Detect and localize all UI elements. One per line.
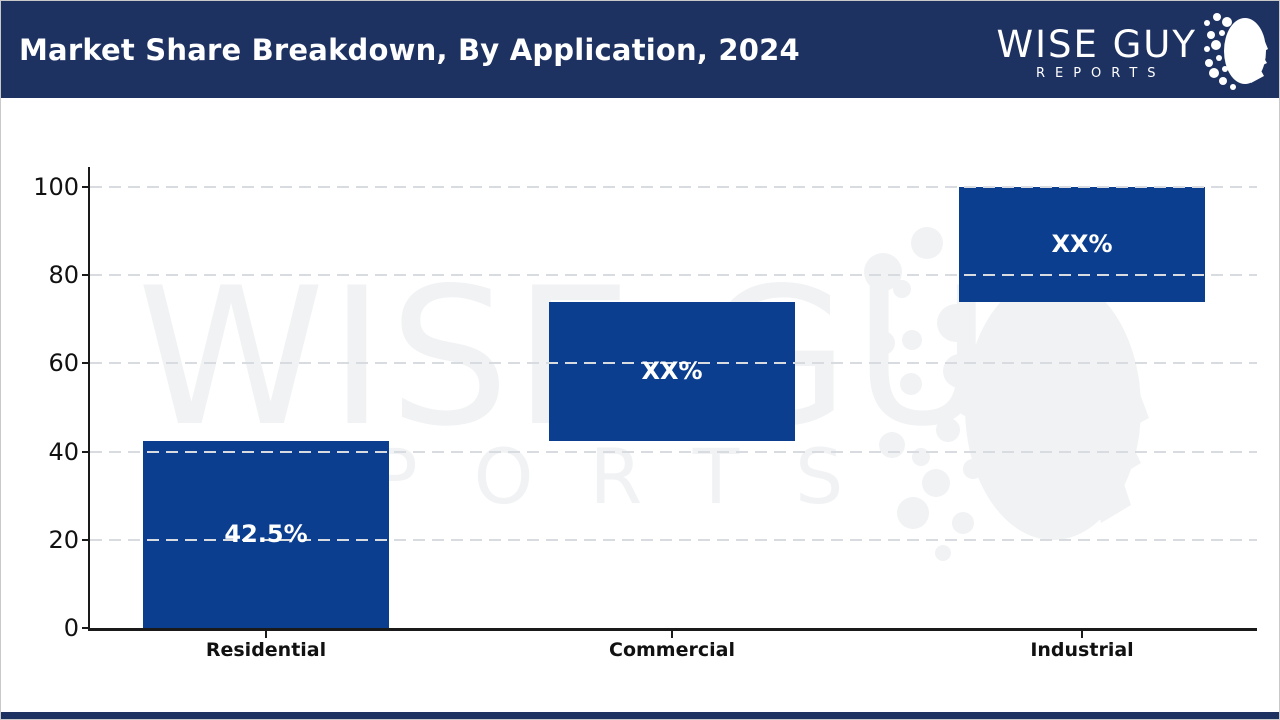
bar-commercial xyxy=(549,301,795,441)
bar-value-label: 42.5% xyxy=(224,520,308,549)
x-axis-label: Industrial xyxy=(1030,639,1134,661)
x-axis-label: Residential xyxy=(205,639,327,661)
bar-residential xyxy=(143,440,389,628)
y-axis-tick xyxy=(82,627,90,629)
brand-head-icon xyxy=(1199,9,1269,97)
gridline xyxy=(90,538,1257,541)
x-axis-tick xyxy=(671,631,673,638)
x-axis-label: Commercial xyxy=(609,639,735,661)
bar-value-label: XX% xyxy=(1051,230,1113,259)
y-axis-tick xyxy=(82,186,90,188)
x-axis-tick xyxy=(265,631,267,638)
bar-industrial xyxy=(959,187,1205,302)
gridline xyxy=(90,274,1257,277)
brand-wordmark: WISE GUY REPORTS xyxy=(996,23,1197,81)
y-axis-tick xyxy=(82,450,90,453)
y-tick-label: 100 xyxy=(33,173,79,201)
y-tick-label: 80 xyxy=(48,261,79,290)
header-bar: Market Share Breakdown, By Application, … xyxy=(1,1,1279,98)
x-axis-tick xyxy=(1081,631,1083,638)
bar-value-label: XX% xyxy=(641,357,703,386)
brand-subname: REPORTS xyxy=(1035,65,1166,81)
footer-bar xyxy=(1,712,1279,719)
x-axis-line xyxy=(88,628,1257,631)
gridline xyxy=(90,450,1257,453)
y-axis-tick xyxy=(82,538,90,541)
y-tick-label: 0 xyxy=(63,614,79,642)
y-axis-line xyxy=(88,167,90,631)
page-title: Market Share Breakdown, By Application, … xyxy=(19,32,800,67)
y-tick-label: 60 xyxy=(48,349,79,378)
y-axis-tick xyxy=(82,362,90,365)
brand-logo: WISE GUY REPORTS xyxy=(997,9,1269,97)
y-tick-label: 40 xyxy=(48,437,79,466)
gridline xyxy=(90,362,1257,365)
y-tick-label: 20 xyxy=(48,525,79,554)
gridline xyxy=(90,186,1257,188)
brand-name: WISE GUY xyxy=(996,23,1197,67)
y-axis-tick xyxy=(82,274,90,277)
